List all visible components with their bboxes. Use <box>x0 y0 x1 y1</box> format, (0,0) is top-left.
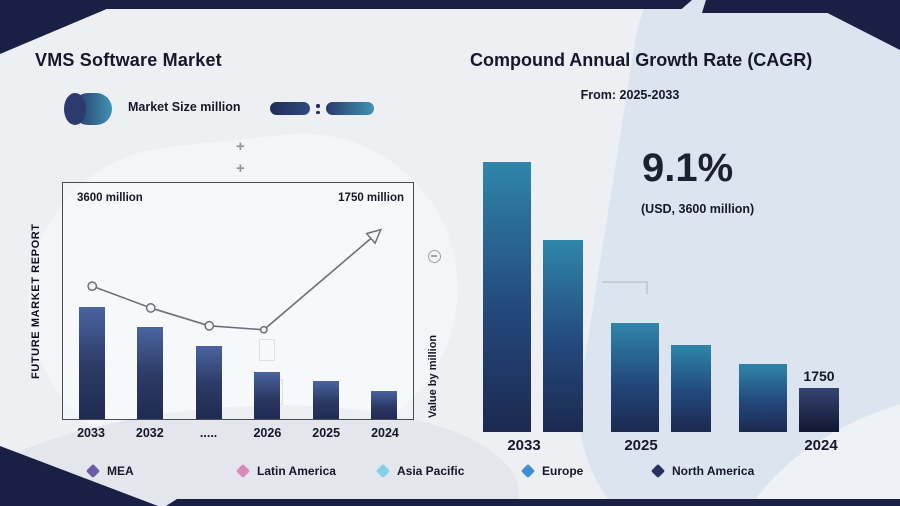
plus-icon: + <box>236 160 245 177</box>
x-axis-label: 2032 <box>135 426 164 440</box>
diamond-icon <box>375 463 391 479</box>
cagr-chart <box>483 160 863 432</box>
legend-item-mea: MEA <box>85 463 134 479</box>
cylinder-icon <box>62 90 114 133</box>
report-watermark: FUTURE MARKET REPORT <box>30 223 42 379</box>
market-size-bar <box>312 381 339 419</box>
left-bars <box>79 307 397 419</box>
cagr-bar <box>611 323 659 432</box>
circle-minus-icon <box>428 250 441 263</box>
cagr-bar <box>671 345 711 432</box>
cagr-subtitle: From: 2025-2033 <box>580 88 680 102</box>
x-axis-label: 2033 <box>77 426 105 440</box>
chart-max-label: 3600 million <box>77 192 143 204</box>
x-axis-label: 2025 <box>624 437 658 454</box>
market-size-legend-label: Market Size million <box>128 100 241 114</box>
cagr-bar <box>799 388 839 432</box>
market-size-bar <box>137 327 164 419</box>
legend-label: North America <box>672 464 755 478</box>
pill-decoration <box>270 102 310 115</box>
market-size-chart: 3600 million 1750 million <box>62 182 414 420</box>
cagr-bar <box>483 162 531 432</box>
right-bar-group <box>739 364 839 432</box>
market-size-bar <box>195 346 222 419</box>
x-axis-label: 2025 <box>312 426 341 440</box>
trend-line-arrow-icon <box>87 228 383 334</box>
diamond-icon <box>85 463 101 479</box>
plus-icon: + <box>236 138 245 155</box>
value-axis-label: Value by million <box>427 334 439 418</box>
chart-end-label: 1750 million <box>338 192 404 204</box>
top-accent-bar <box>0 0 692 9</box>
x-axis-label: ..... <box>199 426 218 440</box>
market-size-bar <box>254 372 281 419</box>
legend: MEA Latin America Asia Pacific Europe No… <box>0 463 900 484</box>
watermark-square <box>259 339 275 361</box>
diamond-icon <box>520 463 536 479</box>
cagr-value: 9.1% <box>642 146 734 190</box>
pill-decoration <box>326 102 374 115</box>
right-bar-group <box>611 323 711 432</box>
x-axis-label: 2024 <box>804 437 838 454</box>
legend-label: Europe <box>542 464 584 478</box>
diamond-icon <box>235 463 251 479</box>
diamond-icon <box>650 463 666 479</box>
right-bar-group <box>483 162 583 432</box>
step-line-decoration <box>602 281 648 294</box>
legend-item-asia-pacific: Asia Pacific <box>375 463 465 479</box>
legend-label: Latin America <box>257 464 336 478</box>
legend-label: MEA <box>107 464 134 478</box>
x-axis-label: 2024 <box>371 426 399 440</box>
x-axis-label: 2026 <box>253 426 282 440</box>
cagr-title: Compound Annual Growth Rate (CAGR) <box>470 50 813 70</box>
cagr-bar <box>543 240 583 432</box>
legend-item-latin-america: Latin America <box>235 463 336 479</box>
x-axis-label: 2033 <box>507 437 541 454</box>
left-x-axis: 2033 2032 ..... 2026 2025 2024 <box>69 426 407 440</box>
cagr-bar <box>739 364 787 432</box>
legend-item-europe: Europe <box>520 463 584 479</box>
cagr-note: (USD, 3600 million) <box>641 202 755 216</box>
page-title: VMS Software Market <box>35 50 222 70</box>
bottom-accent-bar <box>166 499 900 506</box>
legend-label: Asia Pacific <box>397 464 465 478</box>
bar-value-label: 1750 <box>803 368 835 384</box>
market-size-bar <box>370 391 397 419</box>
market-size-bar <box>79 307 105 419</box>
legend-item-north-america: North America <box>650 463 755 479</box>
pill-separator-dots <box>316 104 320 114</box>
